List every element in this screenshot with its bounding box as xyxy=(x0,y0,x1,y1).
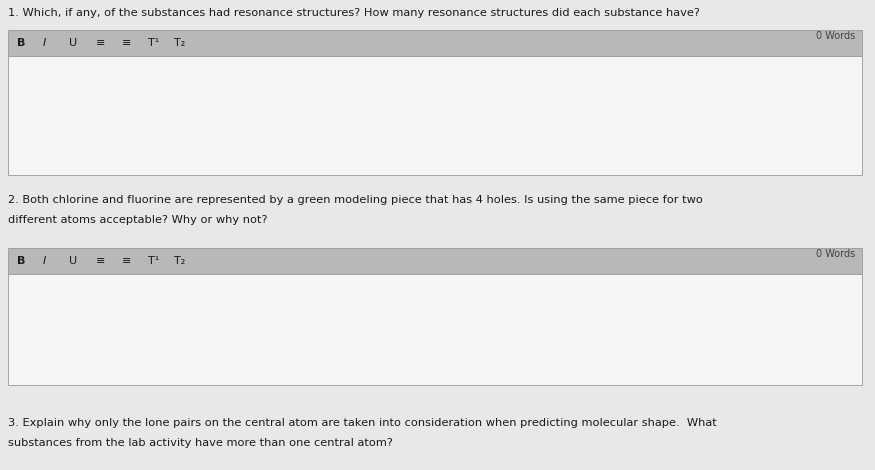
Text: 3. Explain why only the lone pairs on the central atom are taken into considerat: 3. Explain why only the lone pairs on th… xyxy=(8,418,717,428)
Text: B: B xyxy=(17,38,25,48)
FancyBboxPatch shape xyxy=(8,56,862,175)
Text: U: U xyxy=(69,38,77,48)
Text: U: U xyxy=(69,256,77,266)
Text: T¹: T¹ xyxy=(148,256,159,266)
Text: I: I xyxy=(43,256,46,266)
Text: ≡: ≡ xyxy=(122,38,131,48)
FancyBboxPatch shape xyxy=(8,274,862,385)
Text: different atoms acceptable? Why or why not?: different atoms acceptable? Why or why n… xyxy=(8,215,268,225)
Text: 0 Words: 0 Words xyxy=(816,31,855,41)
Text: ≡: ≡ xyxy=(95,38,105,48)
Text: 2. Both chlorine and fluorine are represented by a green modeling piece that has: 2. Both chlorine and fluorine are repres… xyxy=(8,195,703,205)
Text: T₂: T₂ xyxy=(174,38,186,48)
Text: B: B xyxy=(17,256,25,266)
Text: T₂: T₂ xyxy=(174,256,186,266)
Text: substances from the lab activity have more than one central atom?: substances from the lab activity have mo… xyxy=(8,438,393,448)
Text: T¹: T¹ xyxy=(148,38,159,48)
Text: 1. Which, if any, of the substances had resonance structures? How many resonance: 1. Which, if any, of the substances had … xyxy=(8,8,700,18)
Text: ≡: ≡ xyxy=(95,256,105,266)
Text: ≡: ≡ xyxy=(122,256,131,266)
FancyBboxPatch shape xyxy=(8,30,862,56)
FancyBboxPatch shape xyxy=(8,248,862,274)
Text: 0 Words: 0 Words xyxy=(816,250,855,259)
Text: I: I xyxy=(43,38,46,48)
